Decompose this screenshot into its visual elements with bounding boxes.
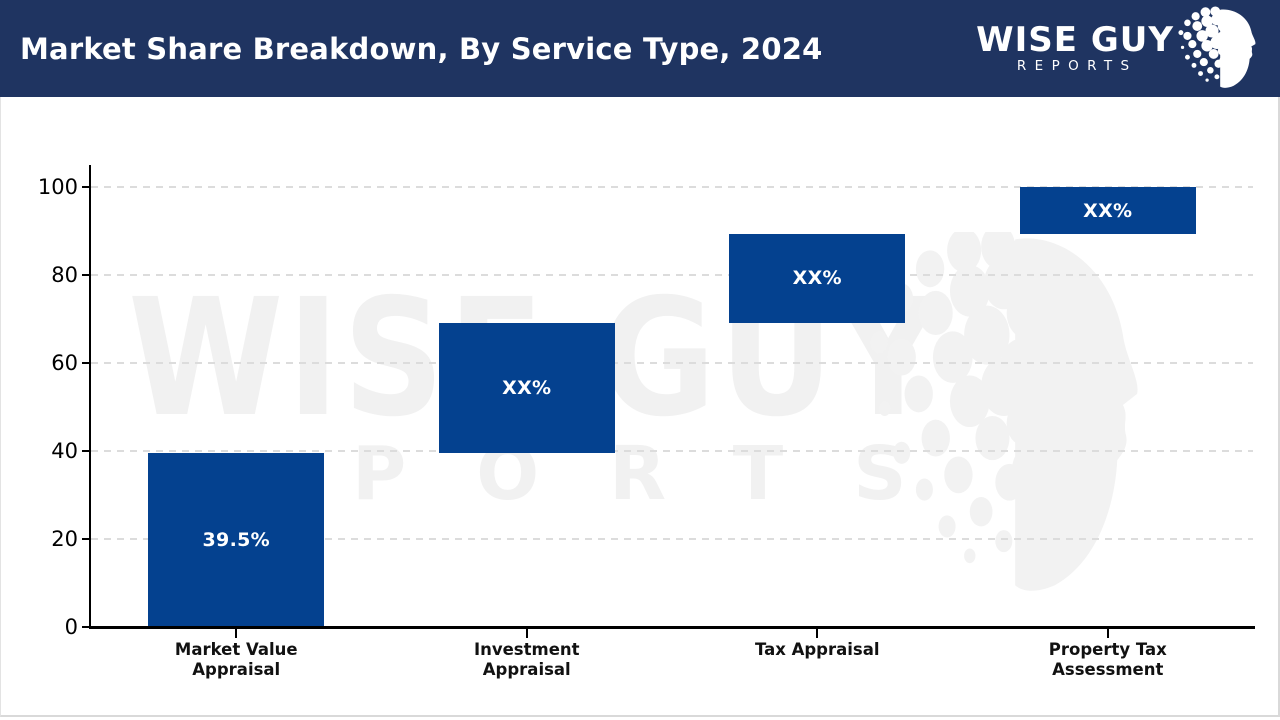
brand-subname: REPORTS (1016, 58, 1138, 75)
y-axis (89, 165, 91, 629)
brand-logo: WISE GUY REPORTS (976, 6, 1266, 92)
x-category-label-line: Market Value (174, 640, 298, 659)
bar-value-label: XX% (792, 267, 842, 290)
y-tick-mark (82, 274, 89, 276)
y-tick-label: 80 (51, 263, 78, 287)
x-category-label-line: Tax Appraisal (754, 640, 880, 659)
page-title: Market Share Breakdown, By Service Type,… (20, 31, 823, 66)
gridline (91, 186, 1253, 188)
x-category-label-line: Property Tax (1048, 640, 1167, 659)
x-category-label: Investment Appraisal (397, 640, 657, 680)
bar-value-label: 39.5% (202, 529, 270, 552)
gridline (91, 362, 1253, 364)
header-bar: Market Share Breakdown, By Service Type,… (0, 0, 1280, 97)
x-tick-mark (235, 629, 238, 638)
y-tick-label: 40 (51, 439, 78, 463)
y-tick-label: 20 (51, 527, 78, 551)
y-tick-mark (82, 538, 89, 540)
bar: 39.5% (148, 453, 325, 627)
y-tick-mark (82, 450, 89, 452)
bar: XX% (1019, 187, 1196, 235)
gridline (91, 538, 1253, 540)
bar-value-label: XX% (1083, 199, 1133, 222)
x-category-label: Market Value Appraisal (106, 640, 366, 680)
x-category-label-line: Investment (473, 640, 580, 659)
bar: XX% (438, 322, 615, 454)
y-tick-mark (82, 362, 89, 364)
x-tick-mark (816, 629, 819, 638)
bar: XX% (729, 234, 906, 323)
bar-value-label: XX% (502, 376, 552, 399)
brand-logo-text: WISE GUY REPORTS (976, 23, 1174, 74)
y-tick-mark (82, 186, 89, 188)
x-category-label: Property Tax Assessment (978, 640, 1238, 680)
x-category-label-line: Assessment (1052, 660, 1164, 679)
y-tick-label: 100 (37, 175, 78, 199)
y-tick-label: 60 (51, 351, 78, 375)
x-tick-mark (1106, 629, 1109, 638)
brand-name: WISE GUY (976, 20, 1174, 61)
y-tick-mark (82, 626, 89, 628)
x-tick-mark (525, 629, 528, 638)
gridline (91, 450, 1253, 452)
y-tick-label: 0 (64, 615, 78, 639)
x-category-label-line: Appraisal (192, 660, 281, 679)
x-category-label-line: Appraisal (482, 660, 571, 679)
gridline (91, 274, 1253, 276)
x-axis (89, 626, 1255, 629)
x-category-label: Tax Appraisal (687, 640, 947, 660)
watermark-dotted-head-icon (862, 232, 1174, 600)
